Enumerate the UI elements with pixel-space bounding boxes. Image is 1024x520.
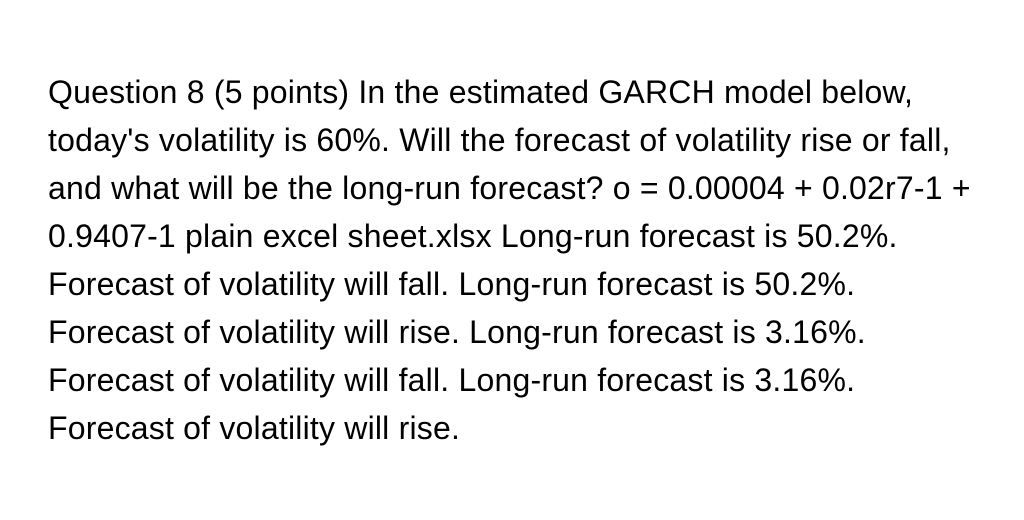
question-body-text: Question 8 (5 points) In the estimated G… <box>48 68 976 452</box>
